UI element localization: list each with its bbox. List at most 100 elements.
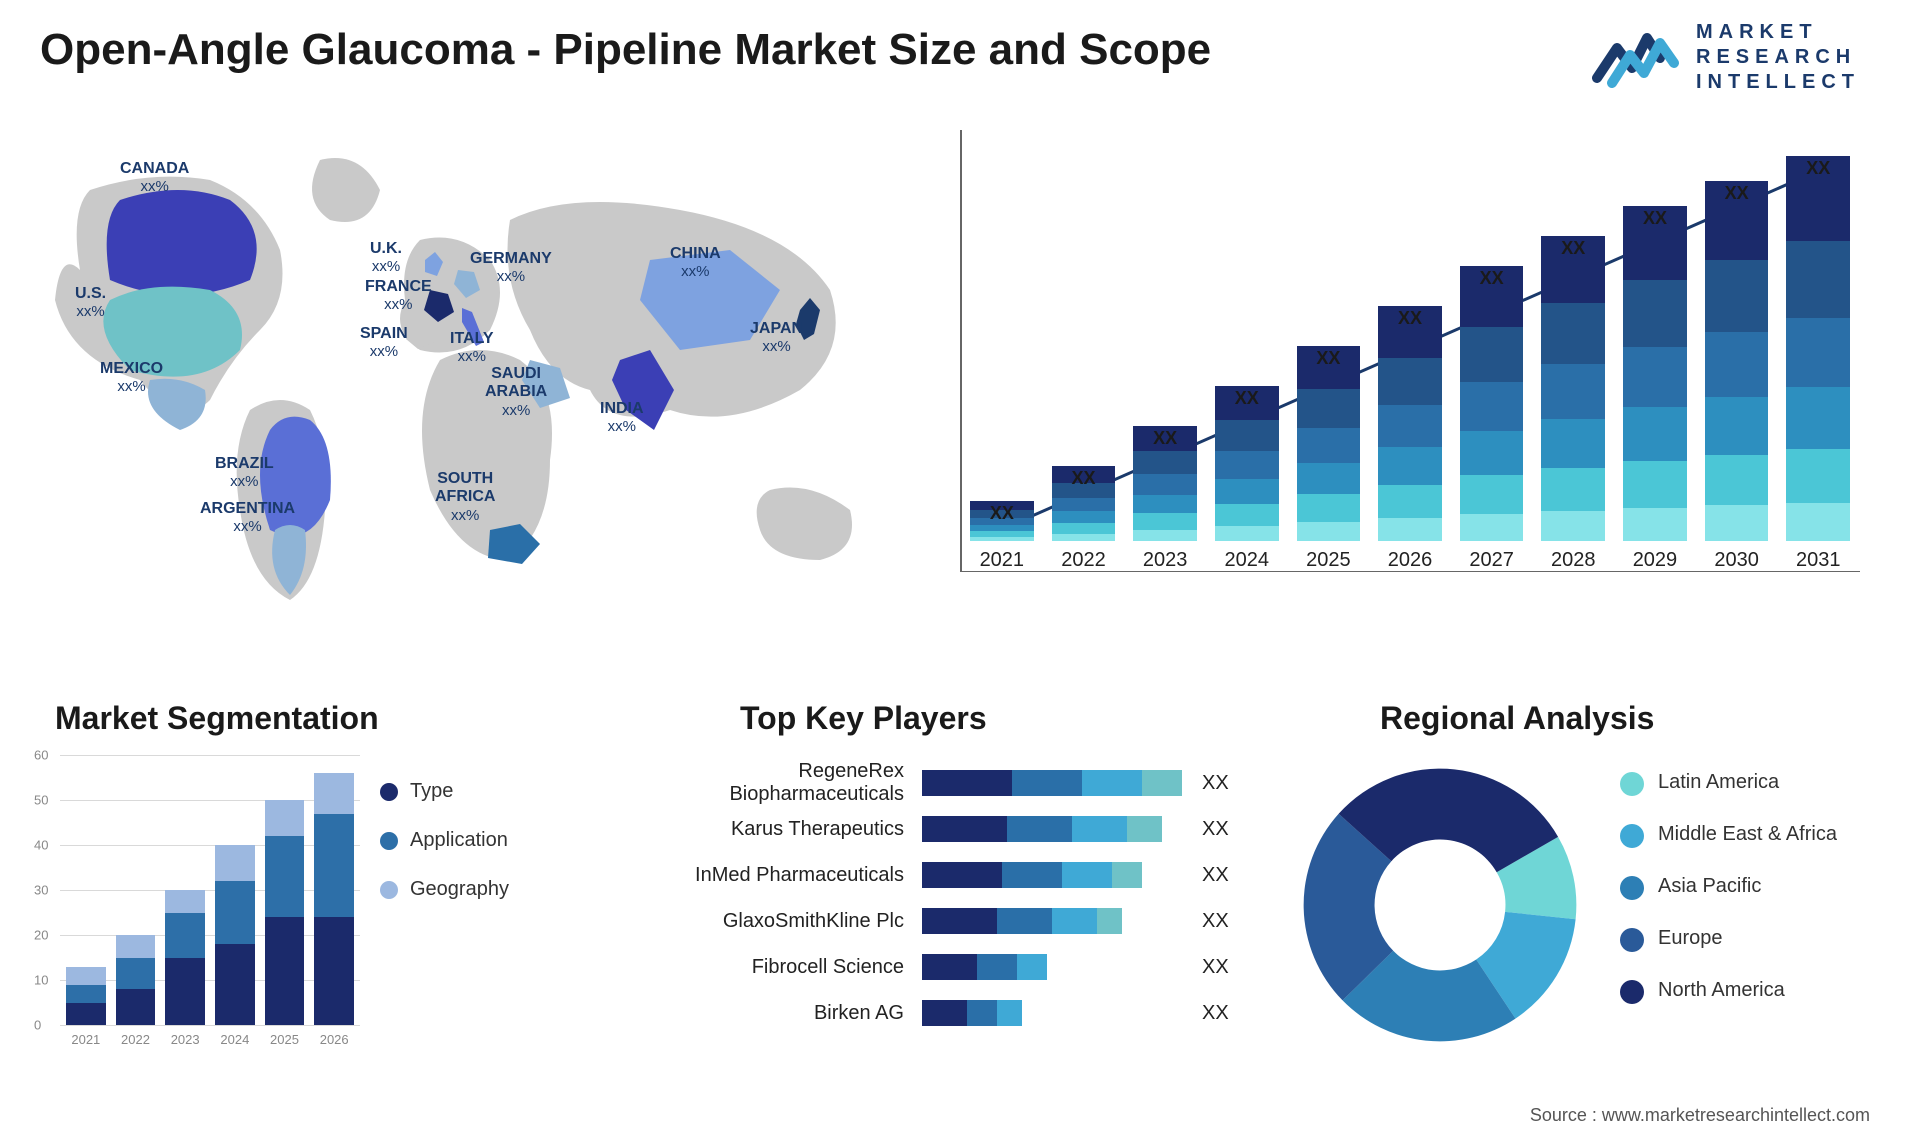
bar-year-label: 2027 (1469, 549, 1514, 572)
player-row: Karus Therapeutics XX (650, 806, 1250, 852)
bar-column: XX 2027 (1460, 266, 1524, 572)
key-players-chart: RegeneRex BiopharmaceuticalsXXKarus Ther… (650, 760, 1250, 1036)
country-label: SAUDIARABIAxx% (485, 365, 547, 419)
market-size-chart: XX2021XX2022XX2023XX2024XX2025XX2026XX20… (960, 130, 1860, 610)
bar-column: XX2026 (1378, 306, 1442, 572)
regional-legend: Latin America Middle East & Africa Asia Pa… (1620, 770, 1837, 1004)
country-label: U.S.xx% (75, 285, 106, 321)
region-legend-item: Asia Pacific (1620, 874, 1837, 900)
country-label: INDIAxx% (600, 400, 644, 436)
logo-line1: MARKET (1696, 20, 1860, 45)
bar-value-label: XX (1541, 238, 1605, 259)
legend-item: Geography (380, 878, 509, 901)
player-name: Birken AG (650, 1002, 910, 1025)
country-label: FRANCExx% (365, 278, 432, 314)
bar-value-label: XX (1705, 183, 1769, 204)
regional-title: Regional Analysis (1380, 700, 1654, 737)
bar-year-label: 2021 (980, 549, 1025, 572)
bar-year-label: 2028 (1551, 549, 1596, 572)
region-legend-item: North America (1620, 978, 1837, 1004)
bar-value-label: XX (1052, 468, 1116, 489)
y-axis-label: 40 (34, 838, 48, 853)
bar-year-label: 2031 (1796, 549, 1841, 572)
bar-year-label: 2023 (1143, 549, 1188, 572)
country-label: MEXICOxx% (100, 360, 163, 396)
segmentation-chart: 0102030405060202120222023202420252026 (30, 755, 360, 1055)
bar-year-label: 2025 (1306, 549, 1351, 572)
player-value: XX (1202, 818, 1229, 841)
region-legend-item: Middle East & Africa (1620, 822, 1837, 848)
logo-line2: RESEARCH (1696, 45, 1860, 70)
bar-column: XX 2028 (1541, 236, 1605, 572)
player-name: GlaxoSmithKline Plc (650, 910, 910, 933)
bar-value-label: XX (1297, 348, 1361, 369)
logo: MARKET RESEARCH INTELLECT (1592, 20, 1860, 95)
player-value: XX (1202, 772, 1229, 795)
country-label: JAPANxx% (750, 320, 803, 356)
bar-value-label: XX (1786, 158, 1850, 179)
country-label: ITALYxx% (450, 330, 494, 366)
logo-icon (1592, 23, 1682, 93)
bar-year-label: 2029 (1633, 549, 1678, 572)
seg-bar-column: 2024 (215, 845, 255, 1025)
seg-bar-column: 2025 (265, 800, 305, 1025)
y-axis-label: 20 (34, 928, 48, 943)
country-label: CANADAxx% (120, 160, 189, 196)
source-text: Source : www.marketresearchintellect.com (1530, 1105, 1870, 1126)
y-axis-label: 10 (34, 973, 48, 988)
bar-year-label: 2024 (1224, 549, 1269, 572)
country-label: SPAINxx% (360, 325, 408, 361)
seg-bar-column: 2023 (165, 890, 205, 1025)
bar-column: XX 2021 (970, 501, 1034, 572)
seg-year-label: 2026 (320, 1032, 349, 1047)
country-label: BRAZILxx% (215, 455, 274, 491)
seg-year-label: 2025 (270, 1032, 299, 1047)
bar-value-label: XX (1133, 428, 1197, 449)
bar-column: XX 2023 (1133, 426, 1197, 572)
bar-column: XX 2029 (1623, 206, 1687, 572)
player-value: XX (1202, 956, 1229, 979)
country-label: CHINAxx% (670, 245, 721, 281)
player-row: RegeneRex BiopharmaceuticalsXX (650, 760, 1250, 806)
bar-column: XX 2024 (1215, 386, 1279, 572)
y-axis-label: 30 (34, 883, 48, 898)
logo-line3: INTELLECT (1696, 70, 1860, 95)
bar-column: XX 2031 (1786, 156, 1850, 572)
country-label: U.K.xx% (370, 240, 402, 276)
bar-value-label: XX (1215, 388, 1279, 409)
player-name: Fibrocell Science (650, 956, 910, 979)
bar-column: XX 2030 (1705, 181, 1769, 572)
region-legend-item: Europe (1620, 926, 1837, 952)
bar-year-label: 2026 (1388, 549, 1433, 572)
player-name: Karus Therapeutics (650, 818, 910, 841)
bar-column: XX 2022 (1052, 466, 1116, 572)
y-axis-label: 0 (34, 1018, 41, 1033)
players-title: Top Key Players (740, 700, 987, 737)
bar-column: XX 2025 (1297, 346, 1361, 572)
regional-donut (1290, 755, 1590, 1055)
seg-year-label: 2022 (121, 1032, 150, 1047)
seg-year-label: 2021 (71, 1032, 100, 1047)
player-name: InMed Pharmaceuticals (650, 864, 910, 887)
page-title: Open-Angle Glaucoma - Pipeline Market Si… (40, 25, 1211, 75)
legend-item: Type (380, 780, 509, 803)
bar-year-label: 2030 (1714, 549, 1759, 572)
seg-year-label: 2023 (171, 1032, 200, 1047)
y-axis-label: 50 (34, 793, 48, 808)
player-row: InMed PharmaceuticalsXX (650, 852, 1250, 898)
player-value: XX (1202, 1002, 1229, 1025)
bar-value-label: XX (970, 503, 1034, 524)
bar-year-label: 2022 (1061, 549, 1106, 572)
country-label: GERMANYxx% (470, 250, 552, 286)
segmentation-title: Market Segmentation (55, 700, 379, 737)
country-label: SOUTHAFRICAxx% (435, 470, 495, 524)
bar-value-label: XX (1623, 208, 1687, 229)
seg-bar-column: 2026 (314, 773, 354, 1025)
region-legend-item: Latin America (1620, 770, 1837, 796)
legend-item: Application (380, 829, 509, 852)
bar-value-label: XX (1460, 268, 1524, 289)
country-label: ARGENTINAxx% (200, 500, 295, 536)
player-value: XX (1202, 910, 1229, 933)
player-row: GlaxoSmithKline Plc XX (650, 898, 1250, 944)
seg-year-label: 2024 (220, 1032, 249, 1047)
